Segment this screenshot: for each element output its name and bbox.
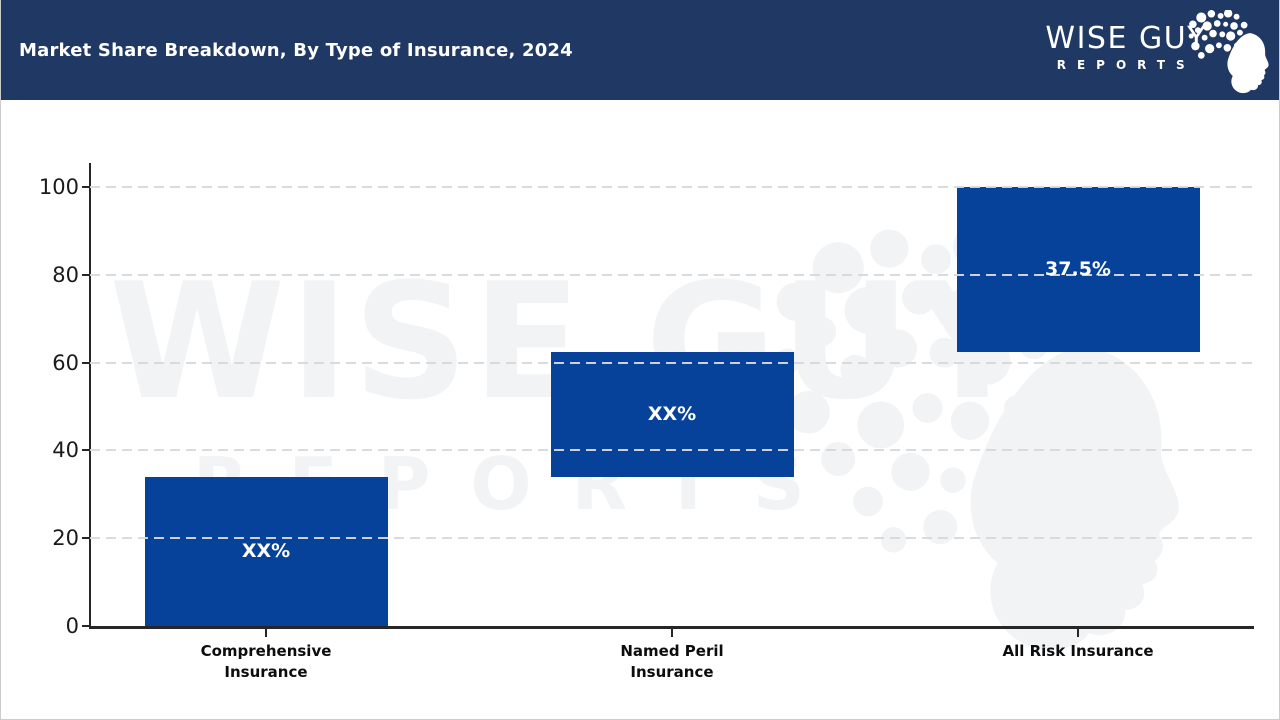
y-axis-tick (82, 186, 89, 188)
brand-name-text: WISE GUY (1045, 21, 1207, 56)
y-axis-tick-label: 60 (52, 350, 79, 375)
page-title: Market Share Breakdown, By Type of Insur… (19, 39, 573, 61)
y-axis-tick-label: 40 (52, 438, 79, 463)
y-axis-line (89, 163, 91, 628)
brand-logo: WISE GUY REPORTS (1017, 8, 1269, 94)
x-axis-line (89, 626, 1254, 629)
bar-value-label: 37.5% (1045, 258, 1111, 281)
x-category-label-line: All Risk Insurance (1002, 642, 1154, 660)
y-axis-tick-label: 20 (52, 526, 79, 551)
bar (956, 187, 1200, 352)
bar-value-label: XX% (241, 540, 291, 563)
gridline (90, 273, 1254, 276)
bar (144, 476, 388, 626)
y-axis-tick-label: 80 (52, 262, 79, 287)
header-bar: Market Share Breakdown, By Type of Insur… (1, 0, 1279, 100)
x-category-label: All Risk Insurance (918, 641, 1238, 662)
x-category-label-line: Insurance (224, 663, 308, 681)
y-axis-tick (82, 273, 89, 276)
bar-value-label: XX% (647, 403, 697, 426)
x-category-label: Comprehensive Insurance (106, 641, 426, 683)
y-axis-tick (82, 537, 89, 540)
brand-reports-text: REPORTS (1056, 58, 1196, 72)
x-category-label-line: Insurance (630, 663, 714, 681)
x-axis-tick (671, 629, 673, 637)
y-axis-tick (82, 625, 89, 627)
watermark-face-icon (774, 225, 1179, 651)
brand-face-icon (1188, 10, 1269, 94)
bar (550, 351, 794, 477)
x-category-label: Named Peril Insurance (512, 641, 832, 683)
gridline (90, 186, 1254, 188)
brand-wordmark: WISE GUY REPORTS (1045, 21, 1207, 73)
gridline (90, 537, 1254, 540)
y-axis-tick (82, 361, 89, 364)
gridline (90, 361, 1254, 364)
gridline (90, 449, 1254, 452)
x-axis-tick (265, 629, 267, 637)
x-category-label-line: Named Peril (620, 642, 724, 660)
y-axis-tick (82, 449, 89, 452)
y-axis-tick-label: 0 (65, 614, 79, 638)
x-axis-tick (1077, 629, 1079, 637)
y-axis-tick-label: 100 (38, 175, 79, 199)
x-category-label-line: Comprehensive (200, 642, 332, 660)
